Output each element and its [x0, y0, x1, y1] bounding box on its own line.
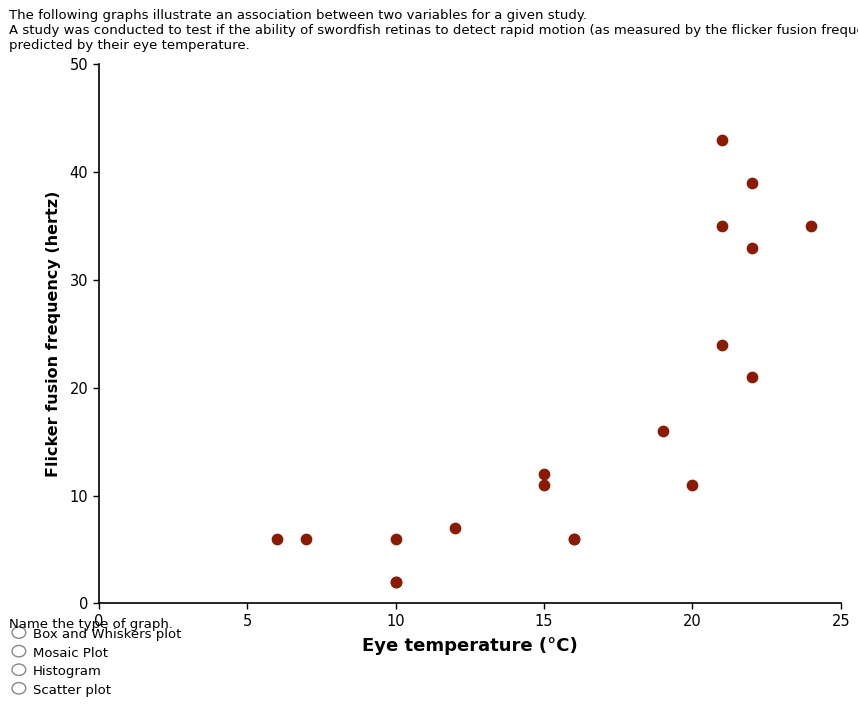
X-axis label: Eye temperature (°C): Eye temperature (°C) — [362, 637, 577, 655]
Point — [745, 177, 758, 188]
Point — [448, 522, 462, 533]
Text: Mosaic Plot: Mosaic Plot — [33, 647, 107, 660]
Text: Name the type of graph.: Name the type of graph. — [9, 618, 172, 630]
Point — [745, 371, 758, 383]
Point — [567, 533, 581, 544]
Point — [716, 134, 729, 146]
Text: A study was conducted to test if the ability of swordfish retinas to detect rapi: A study was conducted to test if the abi… — [9, 24, 858, 36]
Point — [804, 220, 818, 231]
Point — [389, 576, 402, 588]
Text: predicted by their eye temperature.: predicted by their eye temperature. — [9, 39, 250, 51]
Text: Histogram: Histogram — [33, 665, 101, 678]
Point — [686, 479, 699, 491]
Point — [537, 468, 551, 480]
Point — [567, 533, 581, 544]
Text: The following graphs illustrate an association between two variables for a given: The following graphs illustrate an assoc… — [9, 9, 587, 21]
Point — [389, 576, 402, 588]
Point — [389, 533, 402, 544]
Text: Box and Whiskers plot: Box and Whiskers plot — [33, 628, 181, 641]
Point — [299, 533, 313, 544]
Y-axis label: Flicker fusion frequency (hertz): Flicker fusion frequency (hertz) — [46, 191, 61, 477]
Text: Scatter plot: Scatter plot — [33, 684, 111, 697]
Point — [656, 425, 669, 436]
Point — [745, 242, 758, 253]
Point — [270, 533, 284, 544]
Point — [716, 220, 729, 231]
Point — [537, 479, 551, 491]
Point — [716, 339, 729, 351]
